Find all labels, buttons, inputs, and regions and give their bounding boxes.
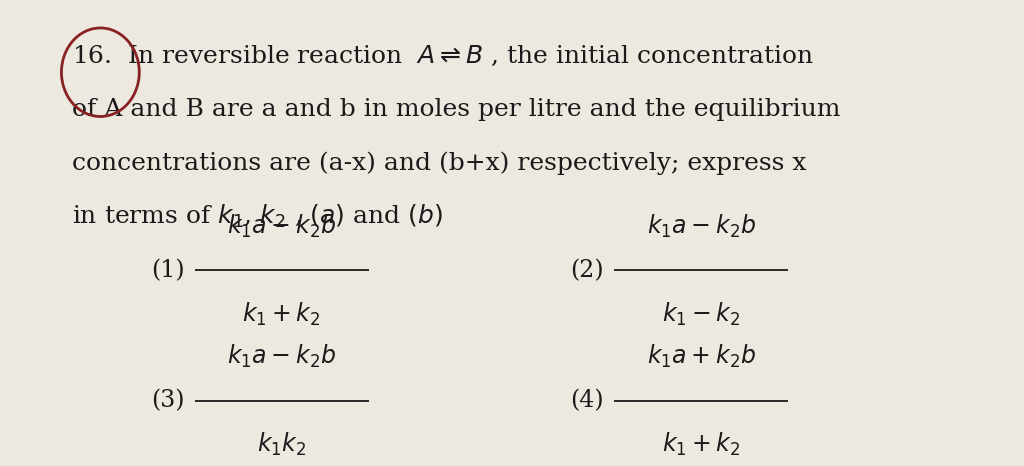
Text: (1): (1) [151,259,184,282]
Text: concentrations are (a-x) and (b+x) respectively; express x: concentrations are (a-x) and (b+x) respe… [72,151,806,175]
Text: $k_1 a + k_2 b$: $k_1 a + k_2 b$ [647,343,756,370]
Text: (3): (3) [151,389,184,412]
Text: (4): (4) [570,389,604,412]
Text: 16.  In reversible reaction  $A \rightleftharpoons B$ , the initial concentratio: 16. In reversible reaction $A \rightleft… [72,44,813,68]
Text: $k_1 + k_2$: $k_1 + k_2$ [243,301,321,328]
Text: (2): (2) [570,259,604,282]
Text: $k_1 + k_2$: $k_1 + k_2$ [663,431,740,458]
Text: $k_1 a - k_2 b$: $k_1 a - k_2 b$ [227,343,336,370]
Text: in terms of $k_1$, $k_2$ , $(a)$ and $(b)$: in terms of $k_1$, $k_2$ , $(a)$ and $(b… [72,203,442,230]
Text: $k_1 - k_2$: $k_1 - k_2$ [663,301,740,328]
Text: $k_1 k_2$: $k_1 k_2$ [257,431,306,458]
Text: $k_1 a - k_2 b$: $k_1 a - k_2 b$ [227,213,336,240]
Text: of A and B are a and b in moles per litre and the equilibrium: of A and B are a and b in moles per litr… [72,98,840,121]
Text: $k_1 a - k_2 b$: $k_1 a - k_2 b$ [647,213,756,240]
